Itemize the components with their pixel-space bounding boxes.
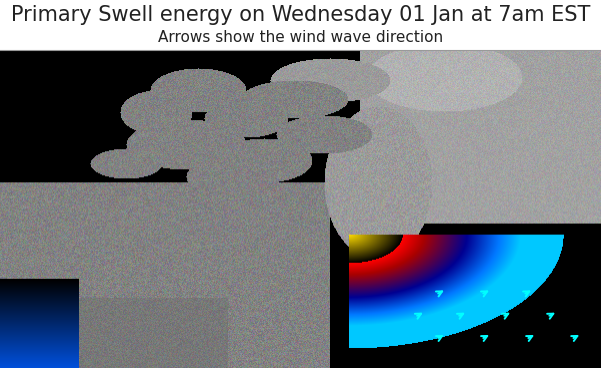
- Text: Primary Swell energy on Wednesday 01 Jan at 7am EST: Primary Swell energy on Wednesday 01 Jan…: [11, 5, 590, 25]
- Text: Arrows show the wind wave direction: Arrows show the wind wave direction: [158, 30, 443, 45]
